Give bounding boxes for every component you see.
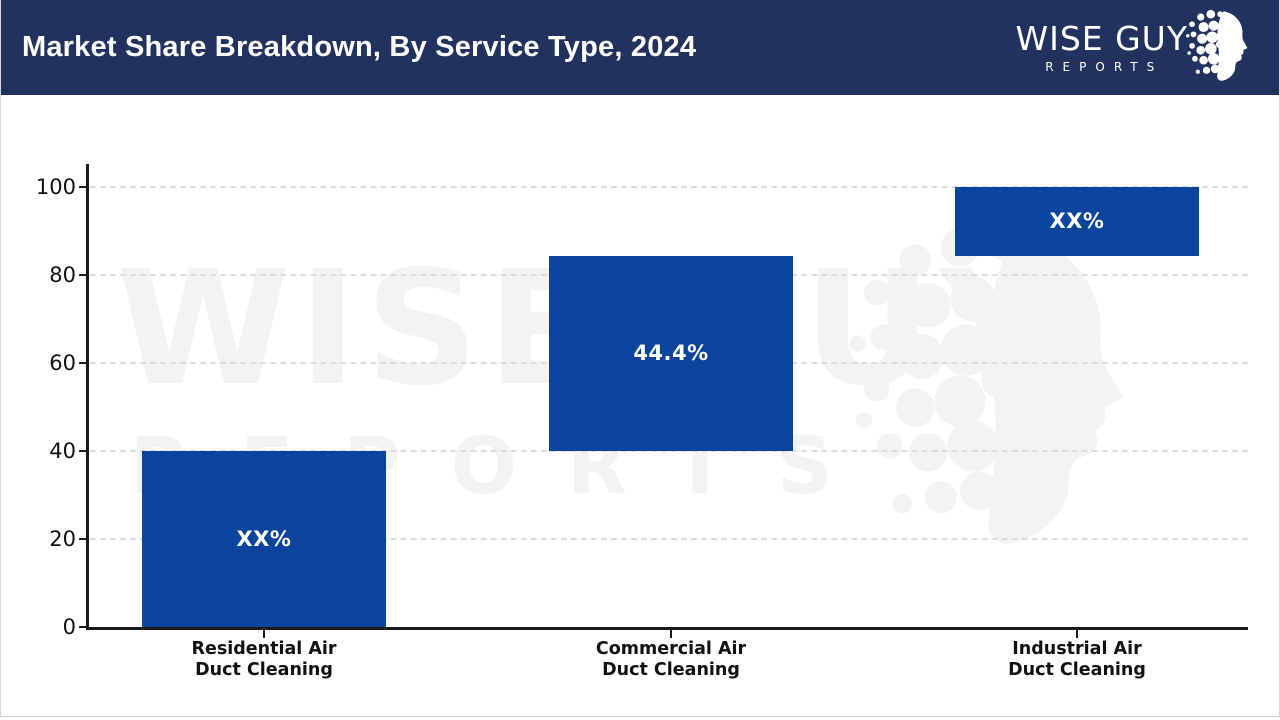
brand-logo: WISE GUY REPORTS [1015,8,1254,88]
brand-logo-wordmark: WISE GUY [1015,18,1188,58]
brand-head-icon [1182,8,1254,88]
gridline [90,186,1248,188]
x-category-label: Commercial Air Duct Cleaning [595,639,747,681]
x-tick-mark [670,630,672,638]
y-tick-mark [79,274,88,276]
page-title: Market Share Breakdown, By Service Type,… [22,31,697,63]
y-tick-label: 100 [35,175,76,199]
y-tick-mark [79,186,88,188]
bar-value-label: XX% [236,527,292,551]
y-tick-label: 20 [49,527,76,551]
bar-segment: XX% [955,187,1199,256]
bar-value-label: 44.4% [633,341,709,366]
y-tick-label: 80 [49,263,76,287]
y-axis-line [86,164,89,630]
x-tick-mark [1076,630,1078,638]
x-tick-mark [263,630,265,638]
bar-segment: XX% [142,451,386,627]
gridline [90,538,1248,540]
y-tick-mark [79,538,88,540]
bar-value-label: XX% [1049,209,1105,234]
header-bar: Market Share Breakdown, By Service Type,… [0,0,1280,95]
y-tick-mark [79,626,88,628]
gridline [90,450,1248,452]
x-category-label: Industrial Air Duct Cleaning [1008,639,1146,681]
x-axis-line [86,627,1248,630]
y-tick-mark [79,362,88,364]
x-category-label: Residential Air Duct Cleaning [191,639,337,681]
y-tick-label: 60 [49,351,76,375]
brand-logo-text: WISE GUY REPORTS [1015,22,1188,74]
y-tick-label: 0 [62,615,76,639]
y-tick-mark [79,450,88,452]
bar-segment: 44.4% [549,255,793,451]
y-tick-label: 40 [49,439,76,463]
brand-logo-subtitle: REPORTS [1045,59,1164,74]
